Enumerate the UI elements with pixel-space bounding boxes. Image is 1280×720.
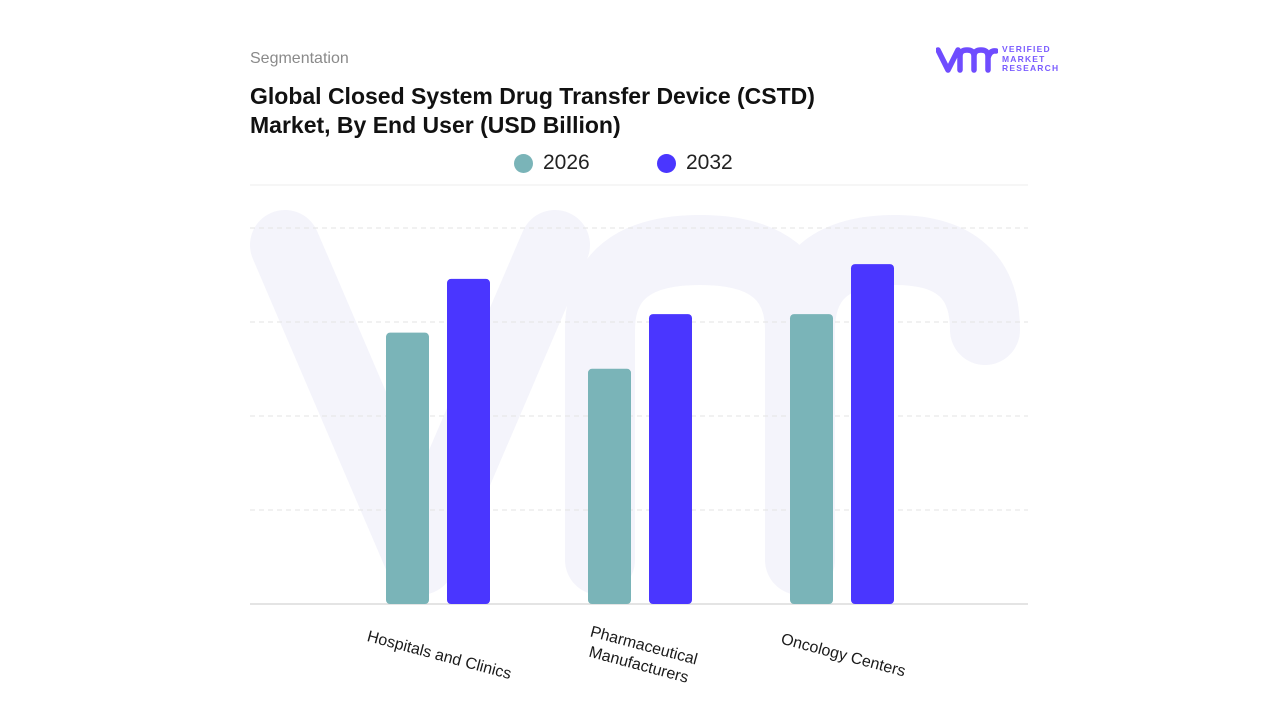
legend-item-2032: 2032 bbox=[657, 148, 733, 178]
x-tick-label: Oncology Centers bbox=[779, 631, 907, 681]
bar-2032-hospitals-and-clinics bbox=[447, 278, 490, 604]
legend-swatch-2026 bbox=[514, 153, 533, 173]
bar-2032-oncology-centers bbox=[851, 264, 894, 604]
vmr-logo: VERIFIED MARKET RESEARCH bbox=[936, 44, 1062, 76]
x-tick-label-line: Oncology Centers bbox=[779, 631, 907, 681]
legend-label-2026: 2026 bbox=[543, 151, 590, 174]
vmr-logo-text: VERIFIED MARKET RESEARCH bbox=[1002, 44, 1060, 74]
segment-label: Segmentation bbox=[250, 50, 349, 67]
bar-2026-oncology-centers bbox=[790, 314, 833, 604]
x-tick-label: PharmaceuticalManufacturers bbox=[583, 624, 699, 688]
legend-item-2026: 2026 bbox=[514, 148, 590, 178]
vmr-logo-mark bbox=[936, 47, 998, 73]
x-axis-labels: Hospitals and Clinics PharmaceuticalManuf… bbox=[365, 624, 907, 688]
bar-2032-pharmaceutical-manufacturers bbox=[649, 314, 692, 604]
chart-grid bbox=[250, 184, 1028, 605]
logo-line-market: MARKET bbox=[1002, 53, 1046, 64]
chart-title: Global Closed System Drug Transfer Devic… bbox=[250, 83, 815, 138]
vmr-logo-path bbox=[936, 47, 998, 73]
bar-2026-pharmaceutical-manufacturers bbox=[588, 368, 631, 604]
x-tick-label: Hospitals and Clinics bbox=[365, 628, 513, 683]
bar-2026-hospitals-and-clinics bbox=[386, 332, 429, 604]
chart-legend: 2026 2032 bbox=[0, 148, 1280, 178]
logo-line-research: RESEARCH bbox=[1002, 63, 1060, 73]
logo-line-verified: VERIFIED bbox=[1002, 44, 1051, 54]
chart-bars bbox=[386, 264, 894, 604]
legend-label-2032: 2032 bbox=[686, 151, 733, 174]
legend-swatch-2032 bbox=[657, 153, 676, 173]
x-tick-label-line: Hospitals and Clinics bbox=[365, 628, 513, 683]
